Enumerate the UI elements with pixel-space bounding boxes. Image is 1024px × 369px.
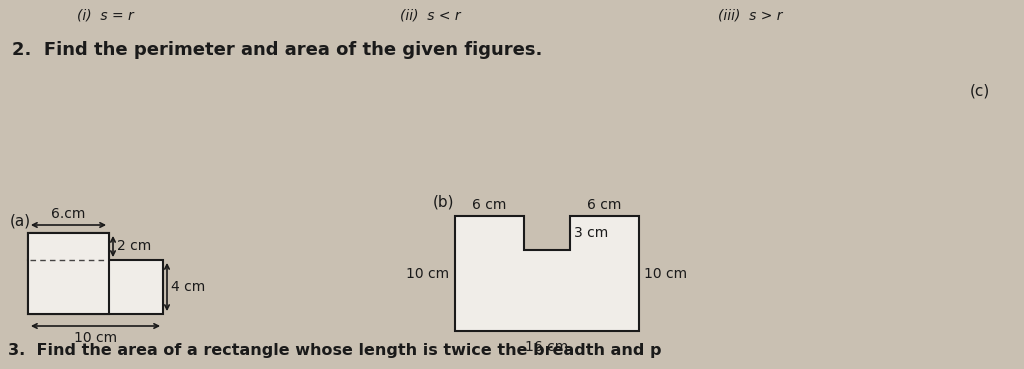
Text: 2 cm: 2 cm — [117, 239, 152, 254]
Text: 10 cm: 10 cm — [74, 331, 117, 345]
Text: 3 cm: 3 cm — [574, 226, 608, 240]
Text: 6 cm: 6 cm — [588, 198, 622, 212]
Bar — [28, 260, 163, 314]
Text: 3.  Find the area of a rectangle whose length is twice the breadth and p: 3. Find the area of a rectangle whose le… — [8, 343, 662, 358]
Text: (iii)  s > r: (iii) s > r — [718, 9, 782, 23]
Text: 4 cm: 4 cm — [171, 280, 205, 294]
Text: 6 cm: 6 cm — [472, 198, 507, 212]
Text: 10 cm: 10 cm — [406, 266, 449, 280]
Bar — [28, 233, 109, 260]
Text: (ii)  s < r: (ii) s < r — [399, 9, 461, 23]
Text: 16 cm: 16 cm — [525, 340, 568, 354]
Bar — [28, 233, 109, 314]
Text: (i)  s = r: (i) s = r — [77, 9, 133, 23]
Text: (b): (b) — [433, 195, 455, 210]
Text: (a): (a) — [10, 214, 31, 229]
Text: (c): (c) — [970, 84, 990, 99]
Text: 2.  Find the perimeter and area of the given figures.: 2. Find the perimeter and area of the gi… — [12, 41, 543, 59]
Polygon shape — [455, 216, 639, 331]
Text: 10 cm: 10 cm — [644, 266, 687, 280]
Text: 6.cm: 6.cm — [51, 207, 86, 221]
